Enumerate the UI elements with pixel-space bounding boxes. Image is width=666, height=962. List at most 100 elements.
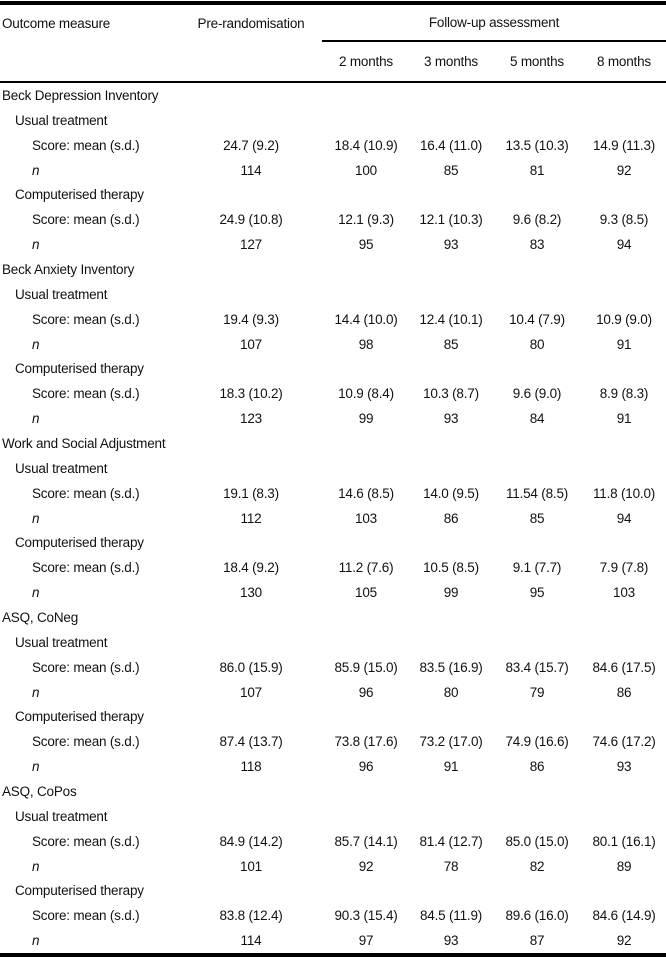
score-value: 12.1 (9.3) (338, 212, 394, 228)
table-row: n 123 99 93 84 91 (0, 406, 666, 431)
n-row-label: n (32, 585, 40, 601)
score-value: 14.9 (11.3) (592, 137, 656, 153)
n-value: 91 (616, 336, 632, 352)
score-value: 19.4 (9.3) (223, 311, 279, 327)
n-value: 96 (358, 684, 374, 700)
score-value: 83.4 (15.7) (505, 659, 569, 675)
score-value: 10.4 (7.9) (509, 311, 565, 327)
score-value: 81.4 (12.7) (419, 833, 483, 849)
treatment-group-label: Computerised therapy (15, 883, 144, 899)
n-row-label: n (32, 933, 40, 949)
score-value: 9.6 (9.0) (512, 386, 562, 402)
score-value: 10.9 (9.0) (596, 311, 652, 327)
col-header-pre-randomisation: Pre-randomisation (197, 16, 305, 31)
score-row-label: Score: mean (s.d.) (32, 833, 140, 849)
treatment-group-label: Usual treatment (15, 808, 108, 824)
section-title: Work and Social Adjustment (2, 435, 166, 451)
n-value: 127 (240, 237, 262, 253)
score-row-label: Score: mean (s.d.) (32, 137, 140, 153)
score-value: 85.9 (15.0) (334, 659, 398, 675)
n-row-label: n (32, 759, 40, 775)
score-value: 74.9 (16.6) (505, 734, 569, 750)
table-row: ASQ, CoPos (0, 779, 666, 804)
col-header-8-months: 8 months (597, 54, 651, 69)
score-value: 83.5 (16.9) (419, 659, 483, 675)
score-value: 73.2 (17.0) (419, 734, 483, 750)
score-value: 86.0 (15.9) (219, 659, 283, 675)
n-value: 97 (358, 933, 374, 949)
score-value: 73.8 (17.6) (334, 734, 398, 750)
n-value: 93 (616, 759, 632, 775)
table-row: Score: mean (s.d.) 84.9 (14.2) 85.7 (14.1)… (0, 829, 666, 854)
n-row-label: n (32, 237, 40, 253)
n-value: 98 (358, 336, 374, 352)
n-value: 89 (616, 858, 632, 874)
table-row: ASQ, CoNeg (0, 605, 666, 630)
score-row-label: Score: mean (s.d.) (32, 659, 140, 675)
table-row: Computerised therapy (0, 182, 666, 207)
n-value: 91 (443, 759, 459, 775)
col-header-3-months: 3 months (424, 54, 478, 69)
score-value: 90.3 (15.4) (334, 908, 398, 924)
score-value: 87.4 (13.7) (219, 734, 283, 750)
n-row-label: n (32, 684, 40, 700)
table-row: n 112 103 86 85 94 (0, 506, 666, 531)
n-value: 96 (358, 759, 374, 775)
n-value: 114 (240, 162, 262, 178)
n-value: 114 (240, 933, 262, 949)
score-value: 9.3 (8.5) (599, 212, 649, 228)
treatment-group-label: Computerised therapy (15, 709, 144, 725)
score-value: 18.4 (10.9) (334, 137, 398, 153)
n-value: 130 (240, 585, 262, 601)
score-row-label: Score: mean (s.d.) (32, 485, 140, 501)
n-value: 85 (443, 162, 459, 178)
score-value: 84.6 (17.5) (592, 659, 656, 675)
n-value: 86 (529, 759, 545, 775)
table-row: Computerised therapy (0, 530, 666, 555)
table-header-row-2: 2 months 3 months 5 months 8 months (0, 42, 666, 83)
n-value: 79 (529, 684, 545, 700)
table-row: n 127 95 93 83 94 (0, 232, 666, 257)
n-value: 105 (355, 585, 377, 601)
score-value: 10.5 (8.5) (423, 560, 479, 576)
score-value: 11.54 (8.5) (505, 485, 569, 501)
table-row: Computerised therapy (0, 879, 666, 904)
table-row: Score: mean (s.d.) 18.4 (9.2) 11.2 (7.6) 10… (0, 555, 666, 580)
n-value: 80 (529, 336, 545, 352)
n-value: 107 (240, 684, 262, 700)
treatment-group-label: Usual treatment (15, 634, 108, 650)
section-title: ASQ, CoPos (2, 783, 77, 799)
col-header-followup-assessment: Follow-up assessment (322, 5, 666, 42)
score-value: 11.8 (10.0) (592, 485, 656, 501)
table-row: n 114 100 85 81 92 (0, 158, 666, 183)
score-row-label: Score: mean (s.d.) (32, 386, 140, 402)
n-value: 86 (616, 684, 632, 700)
score-value: 18.3 (10.2) (219, 386, 283, 402)
table-header-row-1: Outcome measure Pre-randomisation Follow… (0, 5, 666, 42)
n-value: 80 (443, 684, 459, 700)
n-value: 99 (358, 411, 374, 427)
n-value: 94 (616, 510, 632, 526)
score-value: 84.6 (14.9) (592, 908, 656, 924)
table-row: Score: mean (s.d.) 86.0 (15.9) 85.9 (15.0)… (0, 655, 666, 680)
n-value: 107 (240, 336, 262, 352)
table-row: n 118 96 91 86 93 (0, 754, 666, 779)
score-value: 14.0 (9.5) (423, 485, 479, 501)
score-value: 10.9 (8.4) (338, 386, 394, 402)
score-row-label: Score: mean (s.d.) (32, 212, 140, 228)
n-value: 100 (355, 162, 377, 178)
score-value: 12.4 (10.1) (419, 311, 483, 327)
n-value: 82 (529, 858, 545, 874)
n-value: 85 (443, 336, 459, 352)
table-row: Score: mean (s.d.) 19.1 (8.3) 14.6 (8.5) 14… (0, 481, 666, 506)
table-row: Work and Social Adjustment (0, 431, 666, 456)
table-row: n 114 97 93 87 92 (0, 928, 666, 953)
score-value: 24.9 (10.8) (219, 212, 283, 228)
score-value: 84.9 (14.2) (219, 833, 283, 849)
score-row-label: Score: mean (s.d.) (32, 311, 140, 327)
treatment-group-label: Usual treatment (15, 460, 108, 476)
score-value: 14.6 (8.5) (338, 485, 394, 501)
n-value: 94 (616, 237, 632, 253)
